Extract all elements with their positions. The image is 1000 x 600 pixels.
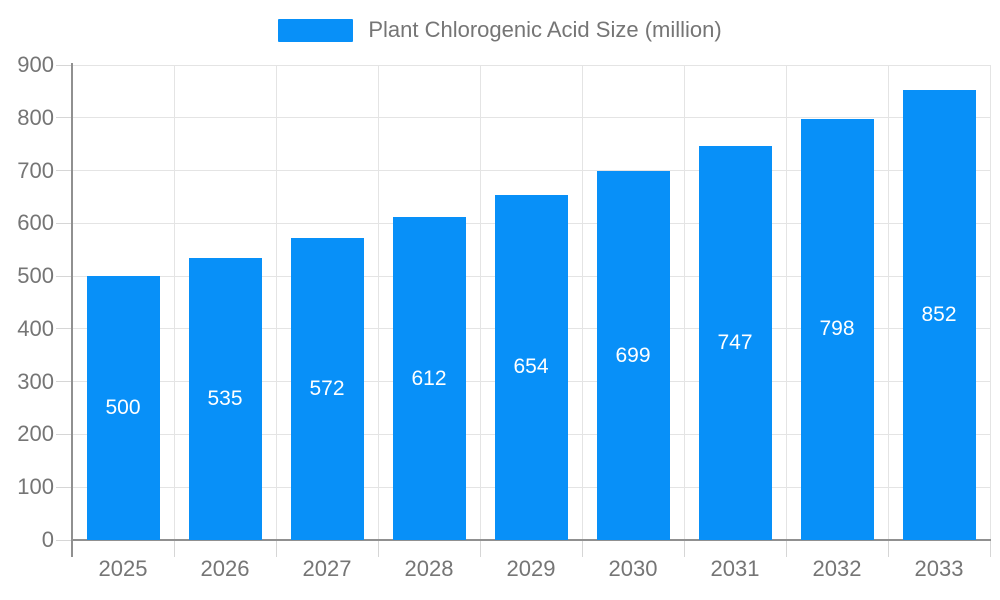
y-axis-line bbox=[71, 63, 73, 557]
y-axis-tick bbox=[56, 275, 72, 277]
legend-item[interactable]: Plant Chlorogenic Acid Size (million) bbox=[0, 17, 1000, 43]
grid-line-vertical bbox=[989, 65, 991, 540]
y-axis-label: 500 bbox=[17, 263, 54, 289]
y-axis-label: 400 bbox=[17, 315, 54, 341]
grid-line-vertical bbox=[479, 65, 481, 540]
x-axis-label: 2033 bbox=[914, 556, 964, 581]
bar-value-label: 747 bbox=[717, 330, 753, 354]
y-axis-label: 200 bbox=[17, 421, 54, 447]
y-axis-tick bbox=[56, 539, 72, 541]
bar-value-label: 500 bbox=[105, 396, 141, 420]
bar[interactable]: 612 bbox=[392, 217, 466, 540]
x-axis-label: 2027 bbox=[302, 556, 352, 581]
bar[interactable]: 798 bbox=[800, 118, 874, 540]
y-axis-label: 900 bbox=[17, 52, 54, 77]
x-axis-label: 2025 bbox=[98, 556, 148, 581]
bar[interactable]: 500 bbox=[86, 276, 160, 540]
bar-value-label: 798 bbox=[819, 317, 855, 341]
bar-value-label: 699 bbox=[615, 343, 651, 367]
x-axis-tick bbox=[275, 541, 277, 557]
x-axis-tick bbox=[683, 541, 685, 557]
legend-label: Plant Chlorogenic Acid Size (million) bbox=[368, 17, 722, 42]
x-axis-label: 2031 bbox=[710, 556, 760, 581]
grid-line-vertical bbox=[887, 65, 889, 540]
y-axis-tick bbox=[56, 170, 72, 172]
y-axis-tick bbox=[56, 328, 72, 330]
x-axis-tick bbox=[989, 541, 991, 557]
x-axis-tick bbox=[377, 541, 379, 557]
grid-line-horizontal bbox=[72, 170, 990, 172]
x-axis-label: 2028 bbox=[404, 556, 454, 581]
x-axis-tick bbox=[479, 541, 481, 557]
x-axis-label: 2032 bbox=[812, 556, 862, 581]
bar[interactable]: 852 bbox=[902, 90, 976, 540]
grid-line-vertical bbox=[173, 65, 175, 540]
grid-line-horizontal bbox=[72, 117, 990, 119]
bar[interactable]: 747 bbox=[698, 145, 772, 540]
x-axis-tick bbox=[173, 541, 175, 557]
y-axis-label: 0 bbox=[41, 527, 54, 552]
grid-line-vertical bbox=[581, 65, 583, 540]
grid-line-horizontal bbox=[72, 64, 990, 66]
bar[interactable]: 572 bbox=[290, 238, 364, 540]
legend-swatch bbox=[278, 18, 354, 42]
y-axis-label: 600 bbox=[17, 210, 54, 236]
x-axis-tick bbox=[887, 541, 889, 557]
y-axis-label: 100 bbox=[17, 474, 54, 500]
x-axis-label: 2026 bbox=[200, 556, 250, 581]
y-axis-label: 700 bbox=[17, 157, 54, 183]
grid-line-vertical bbox=[683, 65, 685, 540]
bar-value-label: 535 bbox=[207, 386, 243, 410]
x-axis-label: 2030 bbox=[608, 556, 658, 581]
y-axis-tick bbox=[56, 64, 72, 66]
y-axis-tick bbox=[56, 117, 72, 119]
bar-value-label: 852 bbox=[921, 303, 957, 327]
grid-line-vertical bbox=[377, 65, 379, 540]
x-axis-line bbox=[71, 539, 991, 541]
y-axis-tick bbox=[56, 222, 72, 224]
y-axis-label: 800 bbox=[17, 104, 54, 130]
bar[interactable]: 535 bbox=[188, 257, 262, 540]
x-axis-label: 2029 bbox=[506, 556, 556, 581]
bar[interactable]: 699 bbox=[596, 171, 670, 540]
bar-value-label: 612 bbox=[411, 366, 447, 390]
y-axis-tick bbox=[56, 486, 72, 488]
x-axis-tick bbox=[785, 541, 787, 557]
bar-value-label: 572 bbox=[309, 377, 345, 401]
bar-value-label: 654 bbox=[513, 355, 549, 379]
y-axis-label: 300 bbox=[17, 368, 54, 394]
x-axis-tick bbox=[581, 541, 583, 557]
y-axis-tick bbox=[56, 433, 72, 435]
grid-line-vertical bbox=[785, 65, 787, 540]
bar[interactable]: 654 bbox=[494, 194, 568, 540]
y-axis-tick bbox=[56, 381, 72, 383]
grid-line-vertical bbox=[275, 65, 277, 540]
